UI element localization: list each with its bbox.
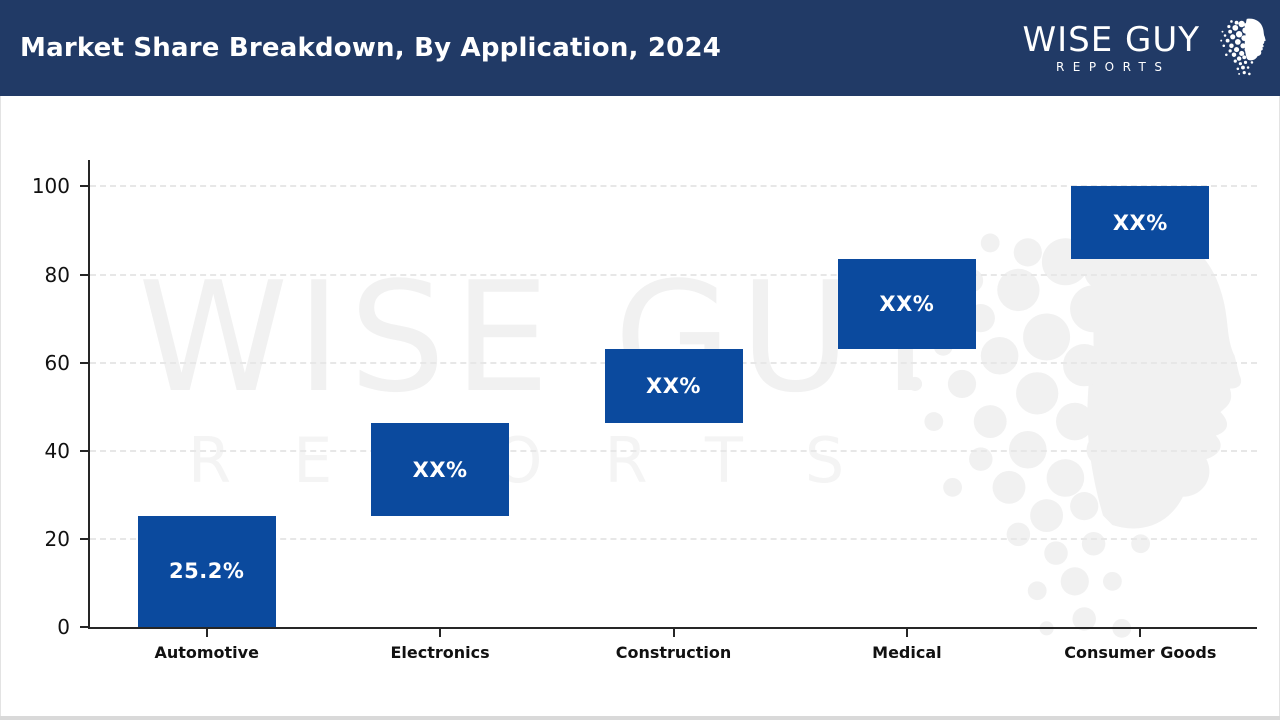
gridline [90,537,1257,540]
x-tick-label: Construction [615,643,732,662]
y-tick-mark [80,449,88,452]
plot-area: 0 20 40 60 80 100 25.2% Automotive XX% Electronic… [32,160,1257,662]
logo-text: WISE GUY REPORTS [1022,23,1200,74]
x-tick-label: Automotive [154,643,259,662]
bar-medical: XX% [837,259,976,350]
bar-label: XX% [1112,210,1168,235]
y-tick-label: 40 [44,438,70,463]
logo-subtitle: REPORTS [1055,59,1171,74]
gridline [90,273,1257,276]
y-tick-mark [80,537,88,540]
wise-guy-logo: WISE GUY REPORTS [1022,9,1266,87]
bar-label: XX% [879,292,935,317]
watermark-subtitle: REPORTS [188,424,907,497]
gridline [90,185,1257,188]
bar-construction: XX% [604,349,743,424]
page-title: Market Share Breakdown, By Application, … [20,33,722,63]
y-tick-mark [80,273,88,276]
x-tick-label: Medical [872,643,942,662]
footer-rule [0,716,1280,720]
x-tick-mark [672,629,675,637]
x-tick-label: Consumer Goods [1064,643,1217,662]
x-tick-mark [905,629,908,637]
bar-label: XX% [412,457,468,482]
logo-wordmark: WISE GUY [1022,19,1200,60]
bar-consumer-goods: XX% [1071,186,1210,260]
bar-electronics: XX% [371,423,510,516]
x-tick-mark [439,629,442,637]
x-tick-mark [205,629,208,637]
bar-automotive: 25.2% [137,515,276,627]
dotted-head-profile-icon [1202,9,1266,87]
y-tick-label: 100 [31,174,70,199]
y-tick-label: 20 [44,526,70,551]
watermark-wordmark: WISE GUY [138,249,960,426]
y-tick-label: 60 [44,350,70,375]
y-tick-label: 80 [44,262,70,287]
y-tick-mark [80,361,88,364]
x-tick-label: Electronics [390,643,490,662]
y-tick-mark [80,626,88,628]
y-tick-mark [80,185,88,188]
bar-label: XX% [646,374,701,399]
report-header: Market Share Breakdown, By Application, … [0,0,1280,96]
y-tick-label: 0 [57,615,70,639]
gridline [90,449,1257,452]
bar-label: 25.2% [169,559,245,584]
x-tick-mark [1139,629,1142,637]
